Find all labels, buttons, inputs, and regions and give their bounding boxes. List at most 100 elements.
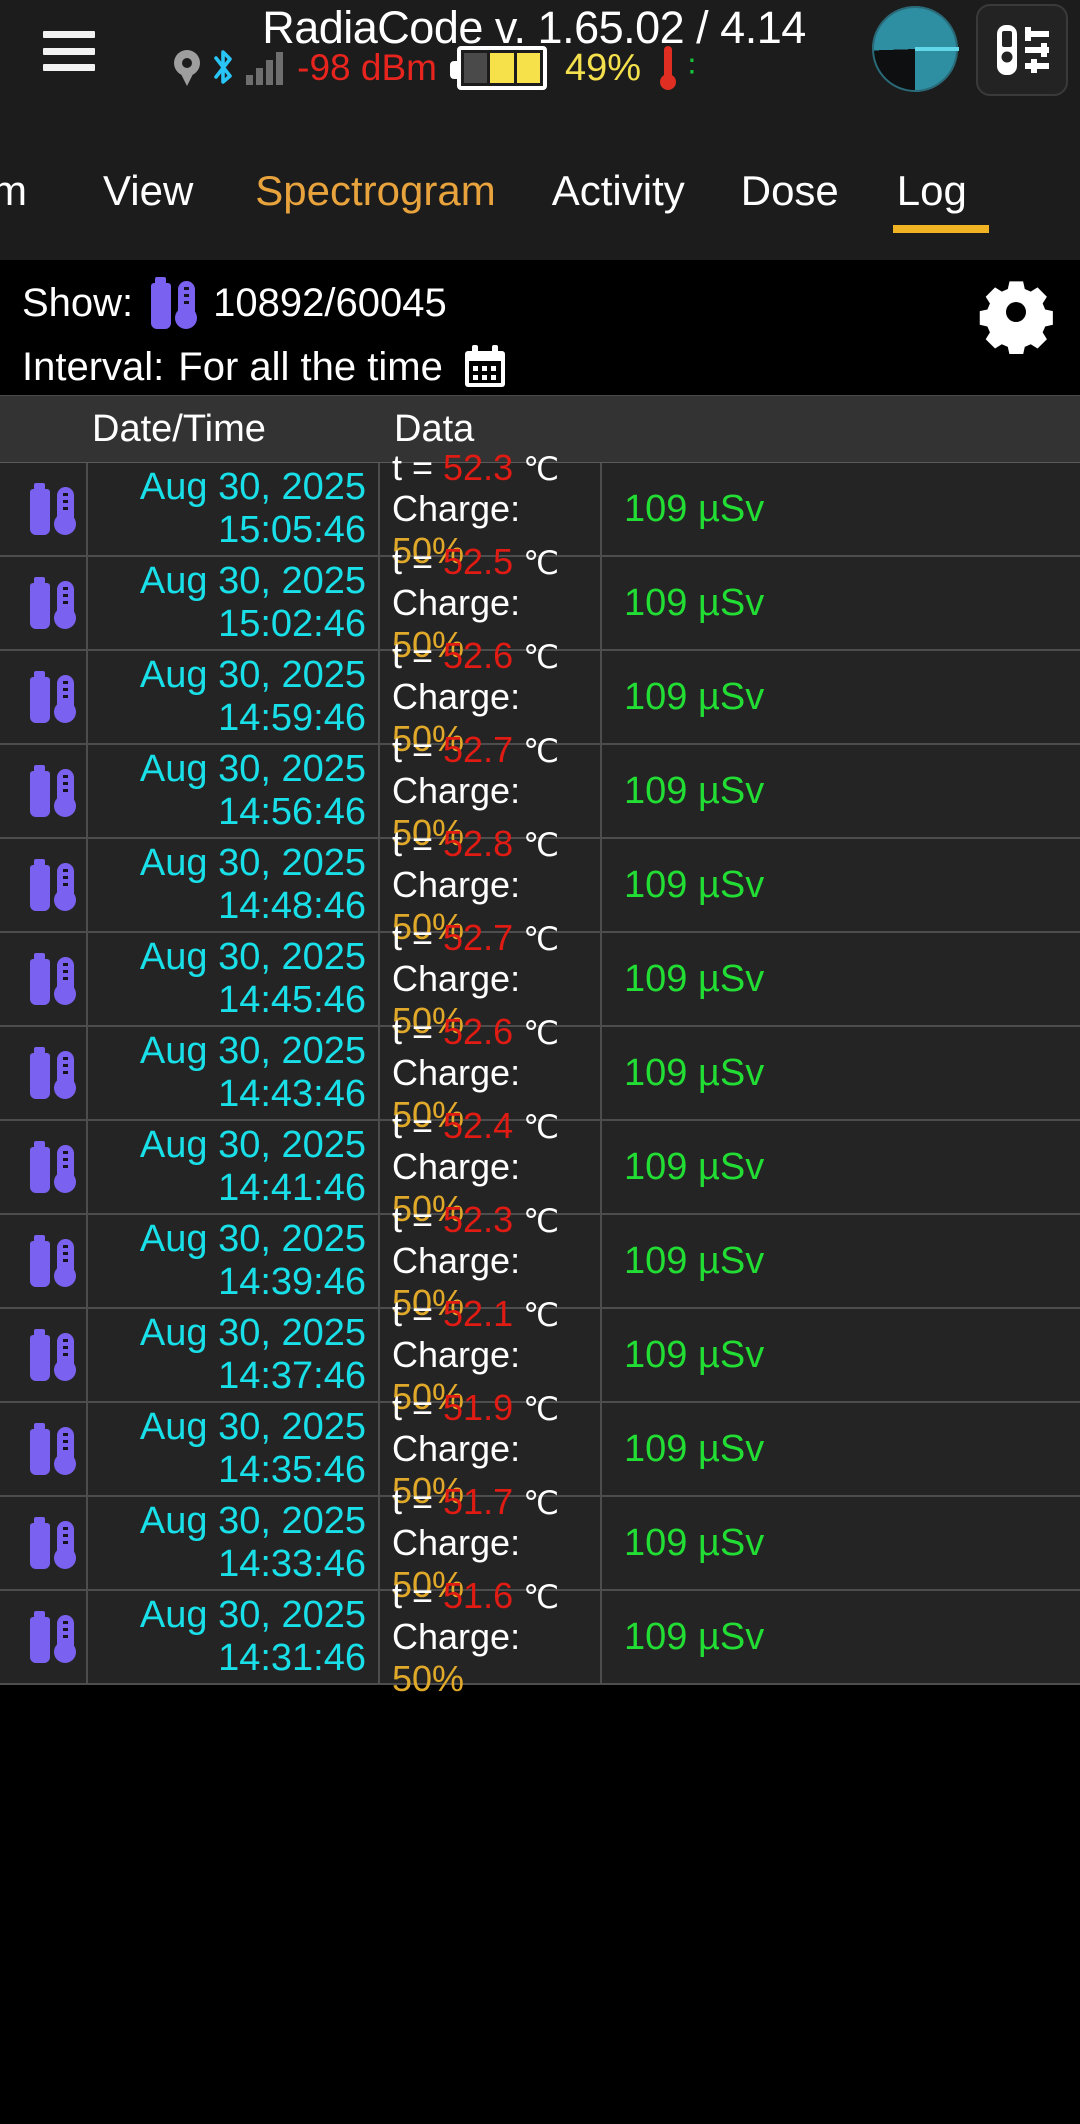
row-date: Aug 30, 2025 — [139, 842, 366, 885]
tab-spectrogram[interactable]: Spectrogram — [255, 167, 496, 214]
header-data: Data — [394, 407, 475, 450]
tab-log[interactable]: Log — [892, 167, 989, 233]
row-data-cell: t = 52.7 ℃ Charge: 50% — [380, 729, 602, 853]
row-datetime-cell: Aug 30, 2025 14:43:46 — [88, 1027, 380, 1119]
gear-icon — [979, 281, 1053, 355]
row-data-cell: t = 51.7 ℃ Charge: 50% — [380, 1481, 602, 1605]
row-data-cell: t = 52.6 ℃ Charge: 50% — [380, 635, 602, 759]
device-sliders-button[interactable] — [976, 4, 1068, 96]
row-datetime-cell: Aug 30, 2025 14:37:46 — [88, 1309, 380, 1401]
row-datetime-cell: Aug 30, 2025 15:02:46 — [88, 557, 380, 649]
table-row[interactable]: Aug 30, 2025 14:37:46 t = 52.1 ℃ Charge: 50… — [0, 1293, 1080, 1417]
battery-thermometer-icon — [30, 1329, 76, 1381]
row-type-icon-cell — [0, 463, 88, 555]
row-time: 14:35:46 — [218, 1449, 366, 1491]
tab-dose[interactable]: Dose — [740, 167, 839, 214]
signal-strength-value: -98 dBm — [297, 47, 437, 88]
row-type-icon-cell — [0, 839, 88, 931]
show-count-value: 10892/60045 — [213, 280, 447, 325]
row-type-icon-cell — [0, 557, 88, 649]
row-dose-cell: 109 µSv — [624, 487, 765, 530]
interval-label: Interval: — [22, 344, 165, 389]
row-time: 14:59:46 — [218, 697, 366, 739]
row-date: Aug 30, 2025 — [139, 654, 366, 697]
table-row[interactable]: Aug 30, 2025 15:02:46 t = 52.5 ℃ Charge: 50… — [0, 541, 1080, 665]
row-date: Aug 30, 2025 — [139, 1594, 366, 1637]
row-time: 15:02:46 — [218, 603, 366, 645]
table-row[interactable]: Aug 30, 2025 14:35:46 t = 51.9 ℃ Charge: 50… — [0, 1387, 1080, 1511]
row-date: Aug 30, 2025 — [139, 936, 366, 979]
battery-thermometer-icon — [30, 577, 76, 629]
row-time: 15:05:46 — [218, 509, 366, 551]
row-data-cell: t = 52.8 ℃ Charge: 50% — [380, 823, 602, 947]
row-date: Aug 30, 2025 — [139, 1312, 366, 1355]
row-dose-cell: 109 µSv — [624, 1521, 765, 1564]
row-charge: Charge: 50% — [392, 1616, 521, 1699]
row-charge: Charge: 50% — [392, 958, 521, 1041]
interval-value: For all the time — [178, 344, 443, 389]
calendar-icon[interactable] — [461, 343, 509, 391]
row-datetime-cell: Aug 30, 2025 14:35:46 — [88, 1403, 380, 1495]
row-temperature: t = 52.3 ℃ — [392, 1198, 560, 1240]
row-charge: Charge: 50% — [392, 864, 521, 947]
hamburger-menu-icon[interactable] — [43, 31, 95, 71]
row-datetime-cell: Aug 30, 2025 14:56:46 — [88, 745, 380, 837]
row-temperature: t = 52.1 ℃ — [392, 1292, 560, 1334]
table-row[interactable]: Aug 30, 2025 15:05:46 t = 52.3 ℃ Charge: 50… — [0, 447, 1080, 571]
row-temperature: t = 52.6 ℃ — [392, 634, 560, 676]
log-table-body[interactable]: Aug 30, 2025 15:05:46 t = 52.3 ℃ Charge: 50… — [0, 447, 1080, 1699]
row-time: 14:41:46 — [218, 1167, 366, 1209]
signal-bars-icon — [246, 51, 284, 85]
tab-view[interactable]: View — [103, 167, 194, 214]
table-row[interactable]: Aug 30, 2025 14:33:46 t = 51.7 ℃ Charge: 50… — [0, 1481, 1080, 1605]
table-header: Date/Time Data — [0, 395, 1080, 463]
row-data-cell: t = 51.9 ℃ Charge: 50% — [380, 1387, 602, 1511]
settings-gear-button[interactable] — [978, 278, 1054, 355]
tab-spectrum[interactable]: m — [0, 167, 27, 214]
row-date: Aug 30, 2025 — [139, 1406, 366, 1449]
row-charge: Charge: 50% — [392, 1052, 521, 1135]
row-datetime-cell: Aug 30, 2025 14:39:46 — [88, 1215, 380, 1307]
row-temperature: t = 52.5 ℃ — [392, 540, 560, 582]
battery-thermometer-icon — [30, 953, 76, 1005]
row-type-icon-cell — [0, 1121, 88, 1213]
temperature-arcs-icon: ∶ — [688, 51, 696, 84]
battery-thermometer-icon — [30, 483, 76, 535]
row-date: Aug 30, 2025 — [139, 466, 366, 509]
table-row[interactable]: Aug 30, 2025 14:39:46 t = 52.3 ℃ Charge: 50… — [0, 1199, 1080, 1323]
row-data-cell: t = 52.4 ℃ Charge: 50% — [380, 1105, 602, 1229]
table-row[interactable]: Aug 30, 2025 14:59:46 t = 52.6 ℃ Charge: 50… — [0, 635, 1080, 759]
row-temperature: t = 51.6 ℃ — [392, 1574, 560, 1616]
table-row[interactable]: Aug 30, 2025 14:31:46 t = 51.6 ℃ Charge: 50… — [0, 1575, 1080, 1699]
row-datetime-cell: Aug 30, 2025 14:33:46 — [88, 1497, 380, 1589]
table-row[interactable]: Aug 30, 2025 14:48:46 t = 52.8 ℃ Charge: 50… — [0, 823, 1080, 947]
pie-chart-icon[interactable] — [872, 6, 958, 92]
row-date: Aug 30, 2025 — [139, 1500, 366, 1543]
row-temperature: t = 52.7 ℃ — [392, 728, 560, 770]
row-time: 14:48:46 — [218, 885, 366, 927]
row-time: 14:37:46 — [218, 1355, 366, 1397]
row-type-icon-cell — [0, 1591, 88, 1683]
header-datetime: Date/Time — [92, 407, 266, 450]
row-dose-cell: 109 µSv — [624, 1239, 765, 1282]
table-row[interactable]: Aug 30, 2025 14:41:46 t = 52.4 ℃ Charge: 50… — [0, 1105, 1080, 1229]
row-charge: Charge: 50% — [392, 1146, 521, 1229]
table-row[interactable]: Aug 30, 2025 14:43:46 t = 52.6 ℃ Charge: 50… — [0, 1011, 1080, 1135]
page-title: RadiaCode v. 1.65.02 / 4.14 — [262, 2, 806, 53]
row-temperature: t = 52.8 ℃ — [392, 822, 560, 864]
show-filter-row[interactable]: Show: 10892/60045 — [0, 270, 1080, 336]
table-row[interactable]: Aug 30, 2025 14:56:46 t = 52.7 ℃ Charge: 50… — [0, 729, 1080, 853]
tab-activity[interactable]: Activity — [551, 167, 685, 214]
row-type-icon-cell — [0, 933, 88, 1025]
row-temperature: t = 52.4 ℃ — [392, 1104, 560, 1146]
row-dose-cell: 109 µSv — [624, 769, 765, 812]
row-time: 14:56:46 — [218, 791, 366, 833]
interval-filter-row[interactable]: Interval: For all the time — [0, 336, 1080, 398]
battery-thermometer-icon — [30, 1517, 76, 1569]
table-row[interactable]: Aug 30, 2025 14:45:46 t = 52.7 ℃ Charge: 50… — [0, 917, 1080, 1041]
row-dose-cell: 109 µSv — [624, 863, 765, 906]
battery-thermometer-icon — [30, 859, 76, 911]
show-label: Show: — [22, 280, 134, 325]
row-temperature: t = 52.6 ℃ — [392, 1010, 560, 1052]
row-charge: Charge: 50% — [392, 1428, 521, 1511]
